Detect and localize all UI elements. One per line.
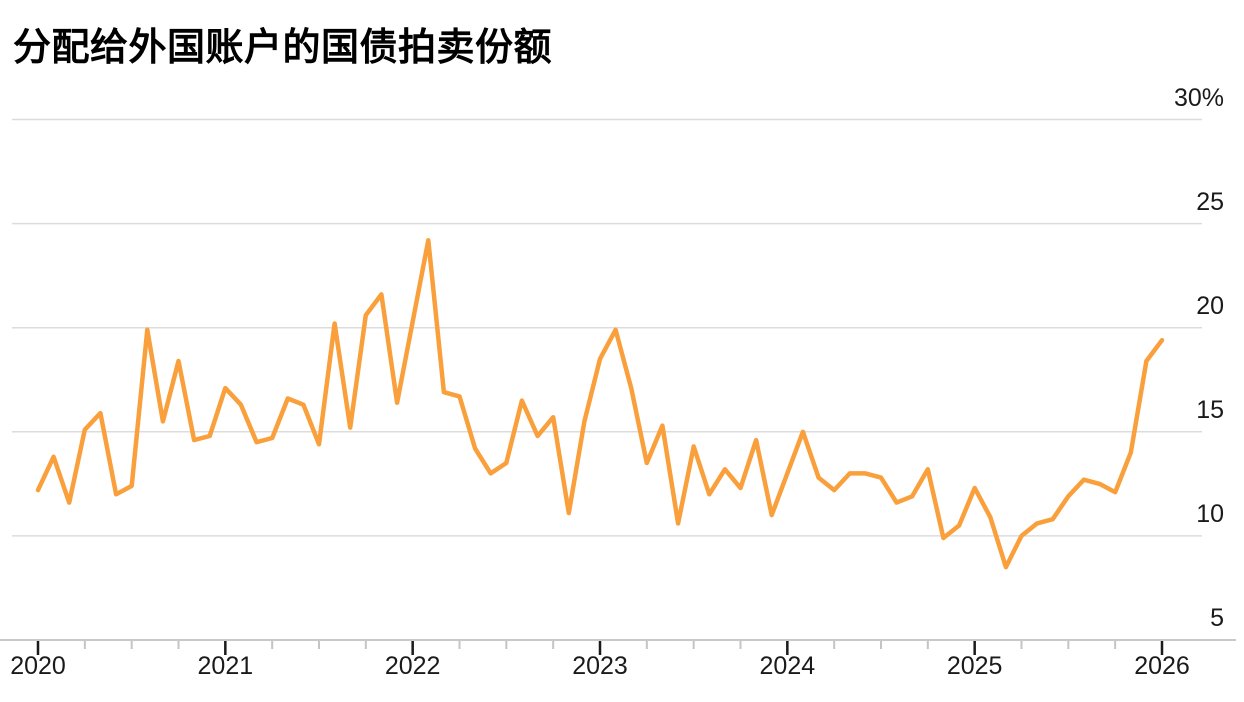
- y-axis-label-5: 5: [1210, 604, 1224, 632]
- x-axis-label-2020: 2020: [10, 652, 66, 680]
- chart-title: 分配给外国账户的国债拍卖份额: [13, 27, 553, 69]
- x-axis-label-2021: 2021: [197, 652, 254, 680]
- y-axis-label-15: 15: [1196, 395, 1224, 424]
- x-axis-label-2025: 2025: [946, 652, 1003, 680]
- x-axis-label-2023: 2023: [572, 652, 628, 680]
- x-axis-label-2026: 2026: [1134, 652, 1190, 680]
- y-axis-label-10: 10: [1196, 499, 1224, 528]
- y-axis-label-20: 20: [1196, 291, 1224, 320]
- x-axis-label-2022: 2022: [384, 652, 441, 680]
- y-axis-label-25: 25: [1196, 187, 1224, 216]
- x-axis-label-2024: 2024: [759, 652, 816, 680]
- data-line-foreign-share: [35, 238, 1165, 570]
- y-axis-label-30: 30%: [1173, 83, 1224, 112]
